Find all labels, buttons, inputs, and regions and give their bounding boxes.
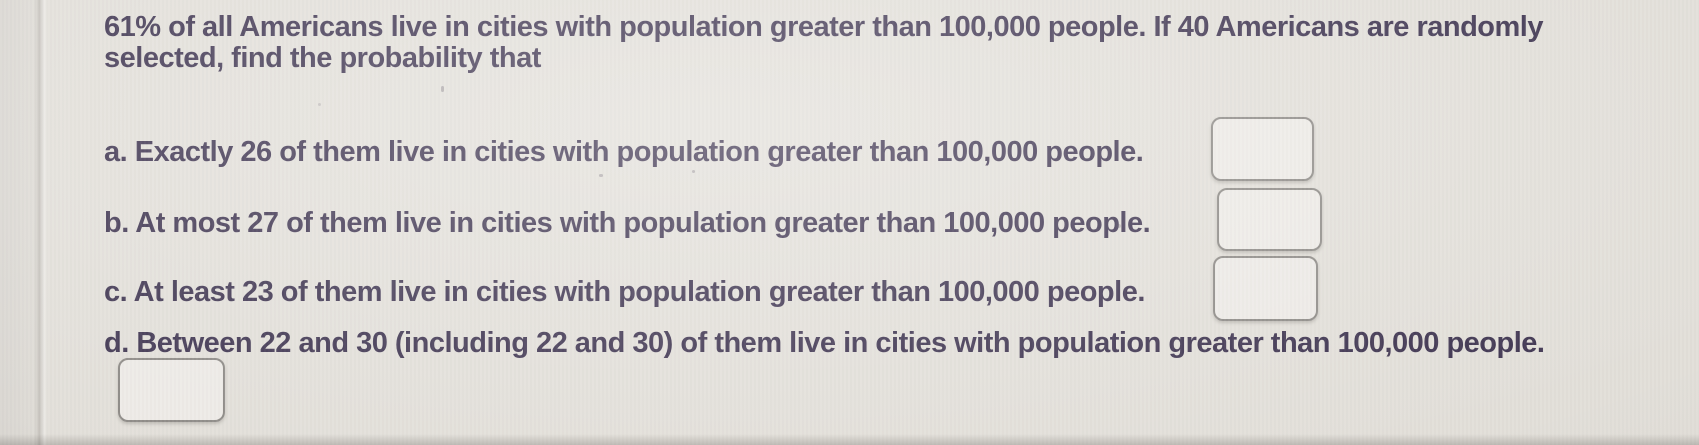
photo-edge-seam <box>34 0 48 445</box>
part-b-label: b. <box>104 207 129 239</box>
part-a-label: a. <box>104 136 128 168</box>
problem-intro-line-1: 61% of all Americans live in cities with… <box>104 11 1543 43</box>
part-a: a. Exactly 26 of them live in cities wit… <box>104 136 1144 168</box>
part-b-text: At most 27 of them live in cities with p… <box>135 207 1151 239</box>
part-d-answer-input[interactable] <box>118 358 225 422</box>
part-a-answer-input[interactable] <box>1211 117 1314 181</box>
part-a-text: Exactly 26 of them live in cities with p… <box>134 136 1144 168</box>
photo-left-strip <box>0 0 36 445</box>
part-b: b. At most 27 of them live in cities wit… <box>104 207 1151 239</box>
part-c: c. At least 23 of them live in cities wi… <box>104 276 1145 308</box>
part-b-answer-input[interactable] <box>1217 188 1322 251</box>
part-d-label: d. <box>104 327 129 359</box>
problem-intro-line-2: selected, find the probability that <box>104 42 541 74</box>
part-c-label: c. <box>104 276 128 308</box>
part-d: d. Between 22 and 30 (including 22 and 3… <box>104 327 1545 359</box>
part-d-text: Between 22 and 30 (including 22 and 30) … <box>136 327 1545 359</box>
part-c-answer-input[interactable] <box>1213 256 1318 321</box>
part-c-text: At least 23 of them live in cities with … <box>133 276 1146 308</box>
photo-bottom-shade <box>0 434 1699 445</box>
